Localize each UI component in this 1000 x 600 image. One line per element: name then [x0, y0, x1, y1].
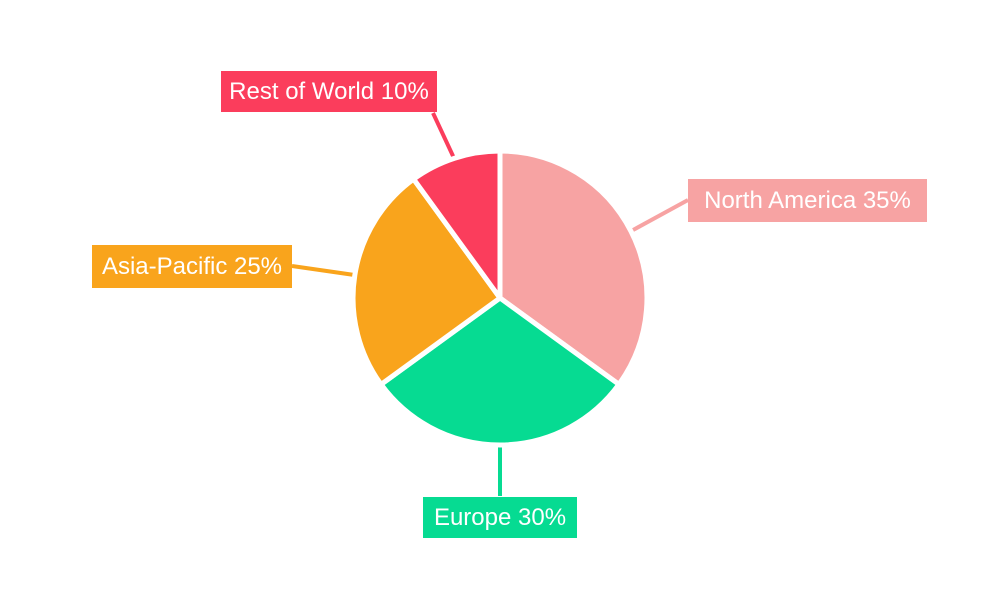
pie-slice-rest-of-world [411, 148, 503, 301]
leader-line-asia-pacific [291, 264, 360, 278]
pie-slice-asia-pacific [350, 176, 503, 387]
label-europe: Europe 30% [423, 497, 577, 538]
label-rest-of-world-text: Rest of World 10% [229, 77, 429, 105]
label-europe-text: Europe 30% [433, 503, 567, 531]
pie-slice-north-america [497, 148, 650, 387]
leader-line-rest-of-world [431, 112, 458, 163]
label-north-america: North America 35% [688, 179, 927, 222]
label-north-america-text: North America 35% [704, 186, 911, 214]
label-asia-pacific-text: Asia-Pacific 25% [101, 252, 283, 280]
label-rest-of-world: Rest of World 10% [221, 71, 437, 112]
leader-line-north-america [626, 198, 689, 235]
label-asia-pacific: Asia-Pacific 25% [92, 245, 292, 288]
pie-slice-europe [378, 295, 622, 448]
